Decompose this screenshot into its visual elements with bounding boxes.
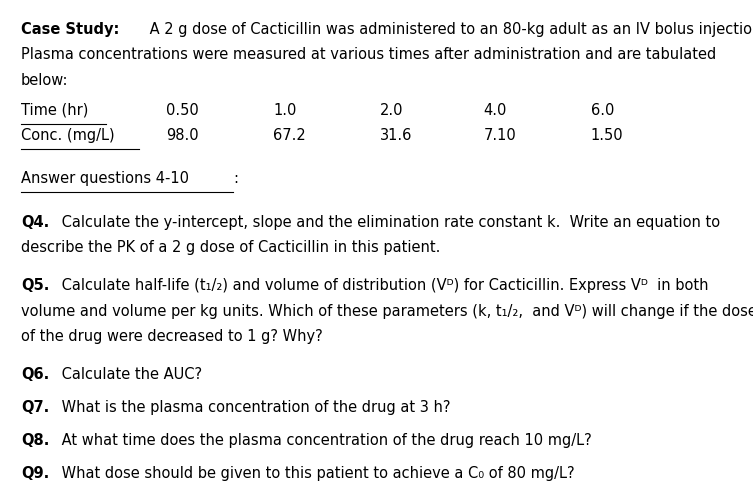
Text: :: : xyxy=(233,171,238,186)
Text: 98.0: 98.0 xyxy=(166,128,199,143)
Text: Q5.: Q5. xyxy=(21,278,49,293)
Text: Calculate half-life (t₁/₂) and volume of distribution (Vᴰ) for Cacticillin. Expr: Calculate half-life (t₁/₂) and volume of… xyxy=(56,278,708,293)
Text: Time (hr): Time (hr) xyxy=(21,103,88,118)
Text: 2.0: 2.0 xyxy=(380,103,404,118)
Text: 1.0: 1.0 xyxy=(273,103,297,118)
Text: Calculate the AUC?: Calculate the AUC? xyxy=(56,367,202,382)
Text: 1.50: 1.50 xyxy=(590,128,623,143)
Text: below:: below: xyxy=(21,73,69,87)
Text: A 2 g dose of Cacticillin was administered to an 80-kg adult as an IV bolus inje: A 2 g dose of Cacticillin was administer… xyxy=(145,22,753,37)
Text: 67.2: 67.2 xyxy=(273,128,306,143)
Text: volume and volume per kg units. Which of these parameters (k, t₁/₂,  and Vᴰ) wil: volume and volume per kg units. Which of… xyxy=(21,304,753,319)
Text: describe the PK of a 2 g dose of Cacticillin in this patient.: describe the PK of a 2 g dose of Cactici… xyxy=(21,240,441,255)
Text: 0.50: 0.50 xyxy=(166,103,199,118)
Text: Plasma concentrations were measured at various times after administration and ar: Plasma concentrations were measured at v… xyxy=(21,47,716,62)
Text: Q6.: Q6. xyxy=(21,367,49,382)
Text: 7.10: 7.10 xyxy=(483,128,517,143)
Text: 4.0: 4.0 xyxy=(483,103,507,118)
Text: 31.6: 31.6 xyxy=(380,128,413,143)
Text: Q4.: Q4. xyxy=(21,215,49,230)
Text: Calculate the y-intercept, slope and the elimination rate constant k.  Write an : Calculate the y-intercept, slope and the… xyxy=(56,215,720,230)
Text: of the drug were decreased to 1 g? Why?: of the drug were decreased to 1 g? Why? xyxy=(21,329,322,344)
Text: Q9.: Q9. xyxy=(21,466,49,481)
Text: Q7.: Q7. xyxy=(21,400,49,415)
Text: Answer questions 4-10: Answer questions 4-10 xyxy=(21,171,189,186)
Text: At what time does the plasma concentration of the drug reach 10 mg/L?: At what time does the plasma concentrati… xyxy=(56,433,591,448)
Text: 6.0: 6.0 xyxy=(590,103,614,118)
Text: What dose should be given to this patient to achieve a C₀ of 80 mg/L?: What dose should be given to this patien… xyxy=(56,466,574,481)
Text: Case Study:: Case Study: xyxy=(21,22,119,37)
Text: Q8.: Q8. xyxy=(21,433,49,448)
Text: Conc. (mg/L): Conc. (mg/L) xyxy=(21,128,114,143)
Text: What is the plasma concentration of the drug at 3 h?: What is the plasma concentration of the … xyxy=(56,400,450,415)
